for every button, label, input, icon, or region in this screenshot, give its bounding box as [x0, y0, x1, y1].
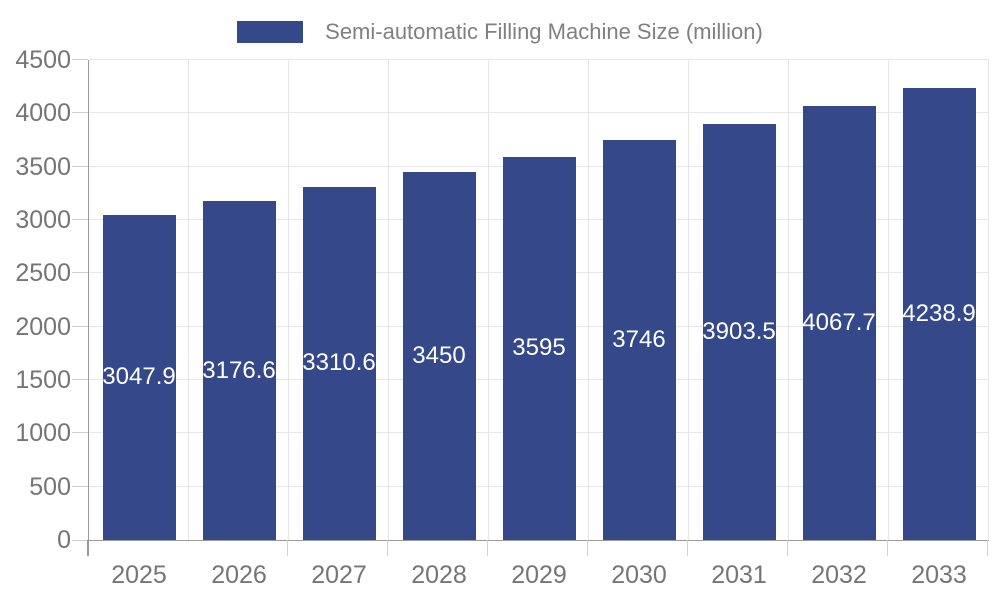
gridline-v [388, 60, 389, 540]
gridline-v [588, 60, 589, 540]
bar-value-label: 3047.9 [102, 363, 176, 391]
x-axis-tick [987, 540, 988, 556]
x-tick-label: 2033 [911, 561, 967, 589]
bar-value-label: 3595 [512, 334, 566, 362]
bar-value-label: 4238.9 [902, 299, 976, 327]
x-tick-label: 2029 [511, 561, 567, 589]
gridline-v [188, 60, 189, 540]
x-tick-label: 2026 [211, 561, 267, 589]
x-axis-tick [687, 540, 688, 556]
bar [802, 106, 876, 540]
y-axis-tick [72, 59, 88, 60]
y-tick-label: 4500 [15, 46, 71, 74]
y-tick-label: 0 [57, 526, 71, 554]
gridline-v [888, 60, 889, 540]
x-axis-tick [587, 540, 588, 556]
x-tick-label: 2027 [311, 561, 367, 589]
x-axis-tick [88, 540, 89, 556]
legend-swatch [237, 21, 304, 43]
gridline-v [688, 60, 689, 540]
plot-area: 0 500 1000 1500 2000 2500 3000 3500 4000 4500 2025… [15, 46, 989, 589]
y-axis-tick [72, 272, 88, 274]
bar [102, 214, 176, 540]
x-tick-label: 2025 [111, 561, 167, 589]
legend-label: Semi-automatic Filling Machine Size (mil… [325, 19, 763, 44]
y-tick-label: 500 [29, 472, 71, 501]
x-tick-label: 2031 [711, 561, 767, 589]
y-axis-tick [72, 219, 88, 220]
bar [402, 172, 476, 540]
gridline-v [988, 60, 989, 540]
y-axis-tick [72, 165, 88, 167]
bar-value-label: 3310.6 [302, 349, 376, 377]
x-axis-tick [887, 540, 888, 556]
x-axis-tick [387, 540, 388, 556]
y-axis-tick [72, 540, 88, 541]
gridline-h [89, 112, 989, 114]
y-axis-tick [72, 325, 88, 327]
bar-value-label: 3903.5 [702, 317, 776, 345]
bar-value-label: 3746 [612, 326, 666, 354]
y-tick-label: 3000 [15, 206, 71, 234]
x-axis-tick [287, 540, 288, 556]
x-tick-label: 2030 [611, 561, 667, 589]
bar [202, 201, 276, 540]
y-axis-tick [72, 485, 88, 487]
bar-value-label: 3176.6 [202, 356, 276, 384]
bar [302, 186, 376, 540]
legend[interactable]: Semi-automatic Filling Machine Size (mil… [0, 16, 1000, 48]
x-tick-label: 2028 [411, 561, 467, 589]
y-tick-label: 1000 [15, 419, 71, 448]
gridline-v [788, 60, 789, 540]
y-axis-tick [72, 112, 88, 114]
x-axis-tick [787, 540, 788, 556]
bar-value-label: 4067.7 [802, 309, 876, 337]
y-axis-tick [72, 432, 88, 434]
bar [702, 123, 776, 540]
y-tick-label: 3500 [15, 152, 71, 181]
gridline-v [288, 60, 289, 540]
gridline-v [488, 60, 489, 540]
bar [502, 156, 576, 540]
y-tick-label: 4000 [15, 99, 71, 128]
y-tick-label: 2000 [15, 312, 71, 341]
x-axis-tick [87, 540, 88, 556]
x-tick-label: 2032 [811, 561, 867, 589]
bar [902, 87, 976, 540]
y-axis-tick [72, 379, 88, 380]
bar [602, 140, 676, 540]
x-axis-tick [487, 540, 488, 556]
y-tick-label: 1500 [15, 366, 71, 394]
bar-value-label: 3450 [412, 342, 466, 369]
gridline-h [89, 59, 989, 60]
y-tick-label: 2500 [15, 259, 71, 288]
